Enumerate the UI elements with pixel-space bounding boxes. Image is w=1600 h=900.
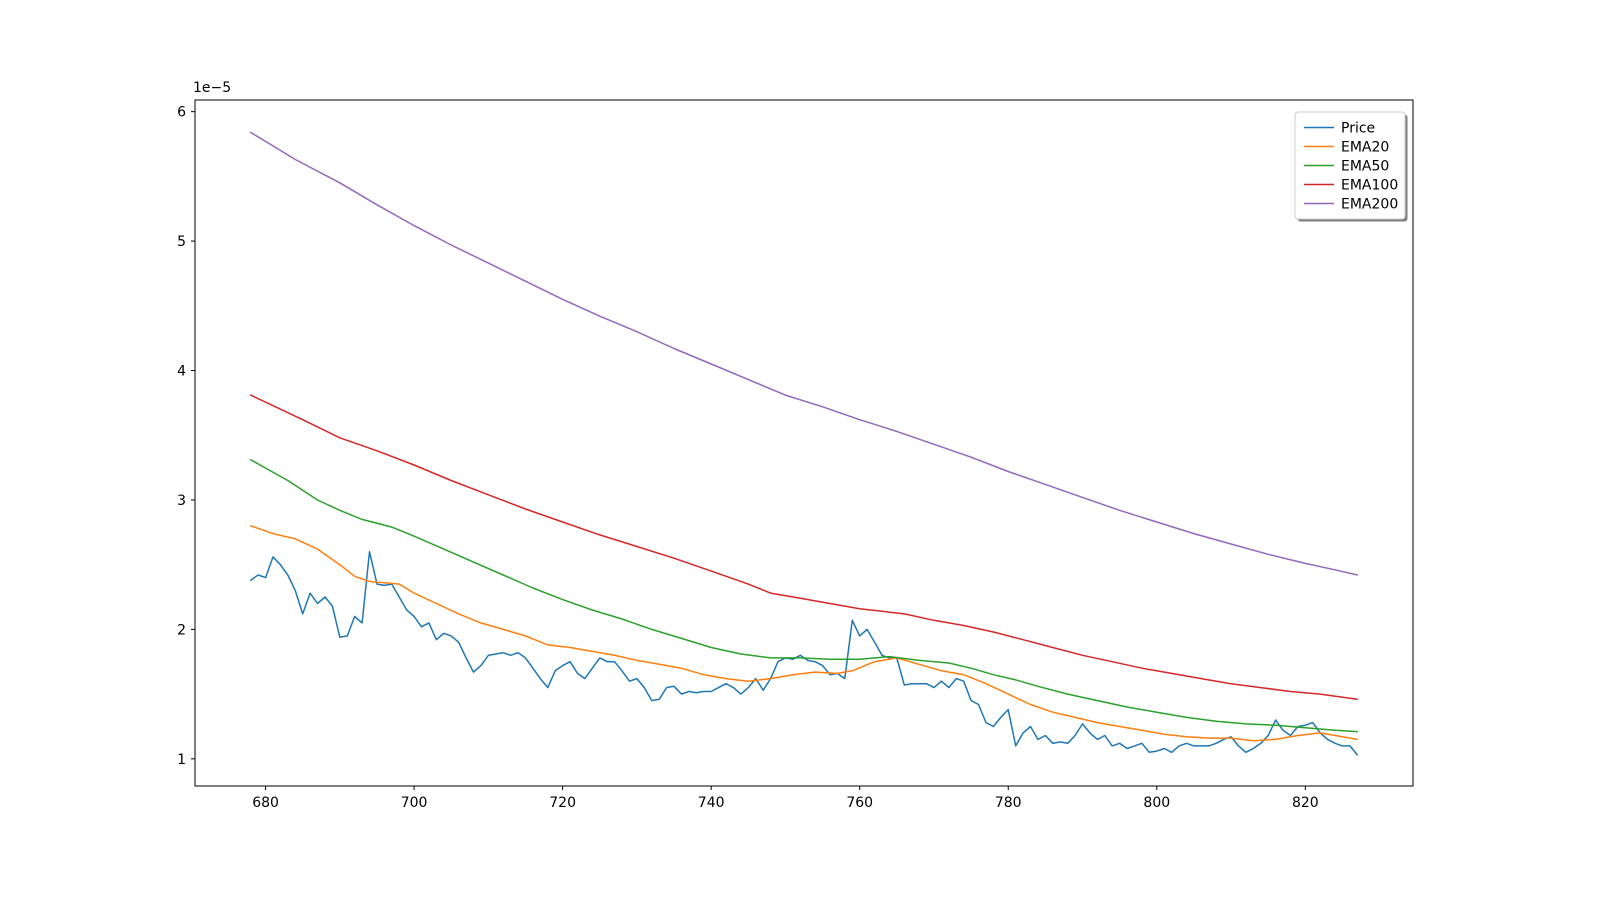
series-line-ema20 [249,525,1359,742]
y-tick-label: 6 [177,105,186,121]
x-tick-label: 680 [252,795,279,811]
x-tick-label: 780 [995,795,1022,811]
plot-border [194,99,1414,787]
series-line-ema100 [249,394,1359,701]
y-tick-label: 2 [177,622,186,638]
x-tick-label: 800 [1143,795,1170,811]
series-line-ema50 [249,459,1359,733]
y-tick-label: 4 [177,364,186,380]
y-tick-label: 5 [177,234,186,250]
x-tick-label: 820 [1292,795,1319,811]
legend-label-ema50: EMA50 [1341,159,1389,175]
x-tick-label: 740 [698,795,725,811]
legend-box [1294,111,1406,220]
x-tick-label: 700 [401,795,428,811]
y-tick-label: 1 [177,752,186,768]
legend-label-price: Price [1341,121,1375,137]
y-axis-offset-label: 1e−5 [193,80,231,96]
legend-label-ema200: EMA200 [1341,197,1398,213]
legend-label-ema20: EMA20 [1341,140,1389,156]
x-tick-label: 720 [549,795,576,811]
y-tick-label: 3 [177,493,186,509]
series-line-price [249,550,1359,756]
series-line-ema200 [249,131,1359,576]
legend-label-ema100: EMA100 [1341,178,1398,194]
x-tick-label: 760 [846,795,873,811]
